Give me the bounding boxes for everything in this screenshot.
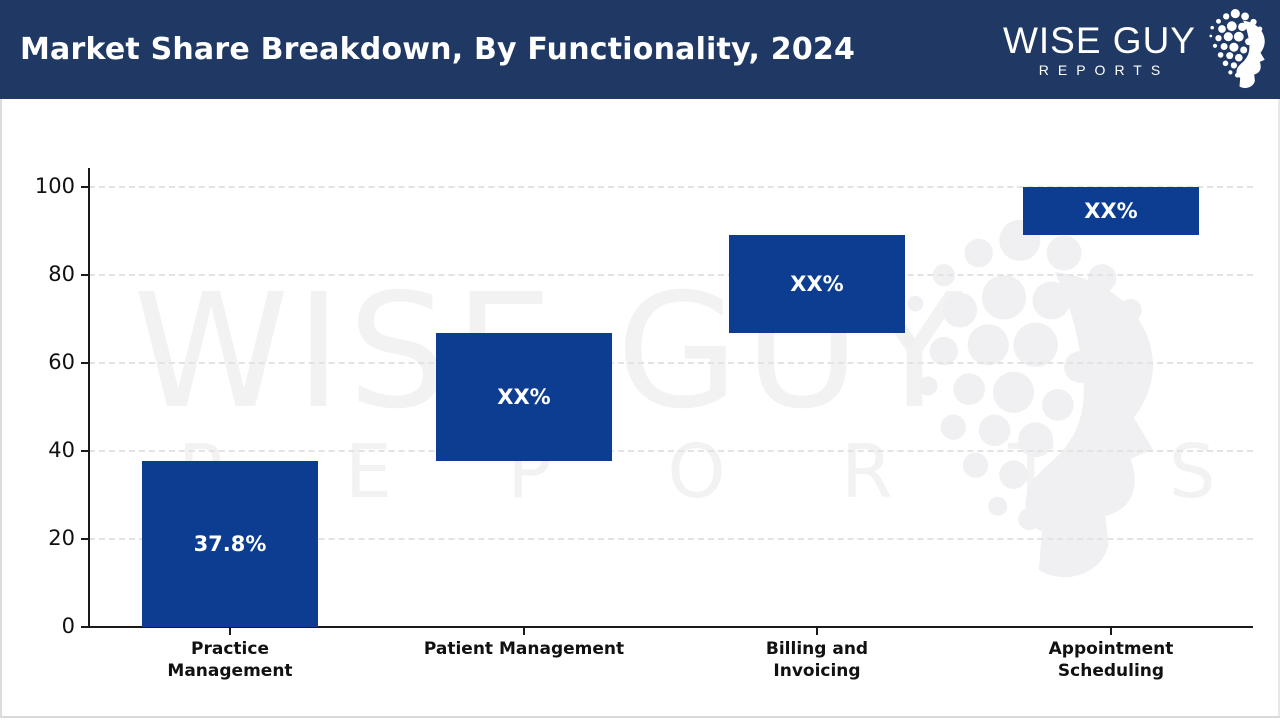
brand-logo: WISE GUY REPORTS [1003, 0, 1272, 99]
y-tick-mark [81, 450, 89, 452]
y-tick-mark [81, 362, 89, 364]
x-tick-mark [229, 628, 231, 635]
brand-subname: REPORTS [1038, 61, 1170, 78]
y-gridline [89, 362, 1253, 364]
bar-value-label: 37.8% [193, 531, 267, 556]
x-tick-mark [1110, 628, 1112, 635]
y-tick-label: 60 [48, 350, 75, 374]
y-tick-mark [81, 274, 89, 276]
x-category-label: Patient Management [423, 639, 625, 659]
y-tick-mark [81, 538, 89, 540]
y-tick-label: 40 [48, 438, 75, 462]
x-tick-mark [816, 628, 818, 635]
y-tick-label: 80 [48, 262, 75, 286]
x-tick-mark [523, 628, 525, 635]
brand-logo-text: WISE GUY REPORTS [1002, 19, 1196, 78]
x-axis-spine [83, 626, 1253, 628]
y-gridline [89, 450, 1253, 452]
y-gridline [89, 274, 1253, 276]
y-tick-label: 100 [34, 174, 75, 198]
y-gridline [89, 186, 1253, 188]
y-tick-label: 0 [61, 614, 75, 638]
brand-name: WISE GUY [1002, 19, 1196, 61]
bar-segment: XX% [729, 235, 905, 333]
page-border-right [1278, 99, 1280, 718]
chart-title: Market Share Breakdown, By Functionality… [20, 32, 856, 67]
page-border-left [0, 99, 2, 718]
x-category-label: Appointment Scheduling [1048, 639, 1174, 681]
bar-segment: 37.8% [142, 460, 318, 627]
bar-segment: XX% [1023, 187, 1199, 236]
y-axis-spine [88, 168, 90, 628]
y-gridline [89, 538, 1253, 540]
y-tick-mark [81, 186, 89, 188]
y-tick-label: 20 [48, 526, 75, 550]
bar-value-label: XX% [497, 384, 551, 409]
x-category-label: Billing and Invoicing [765, 639, 869, 681]
bar-segment: XX% [436, 332, 612, 461]
x-category-label: Practice Management [167, 639, 293, 681]
bar-value-label: XX% [1084, 199, 1138, 224]
header-bar: Market Share Breakdown, By Functionality… [0, 0, 1280, 99]
page-border-bottom [0, 716, 1280, 718]
bar-value-label: XX% [790, 272, 844, 296]
